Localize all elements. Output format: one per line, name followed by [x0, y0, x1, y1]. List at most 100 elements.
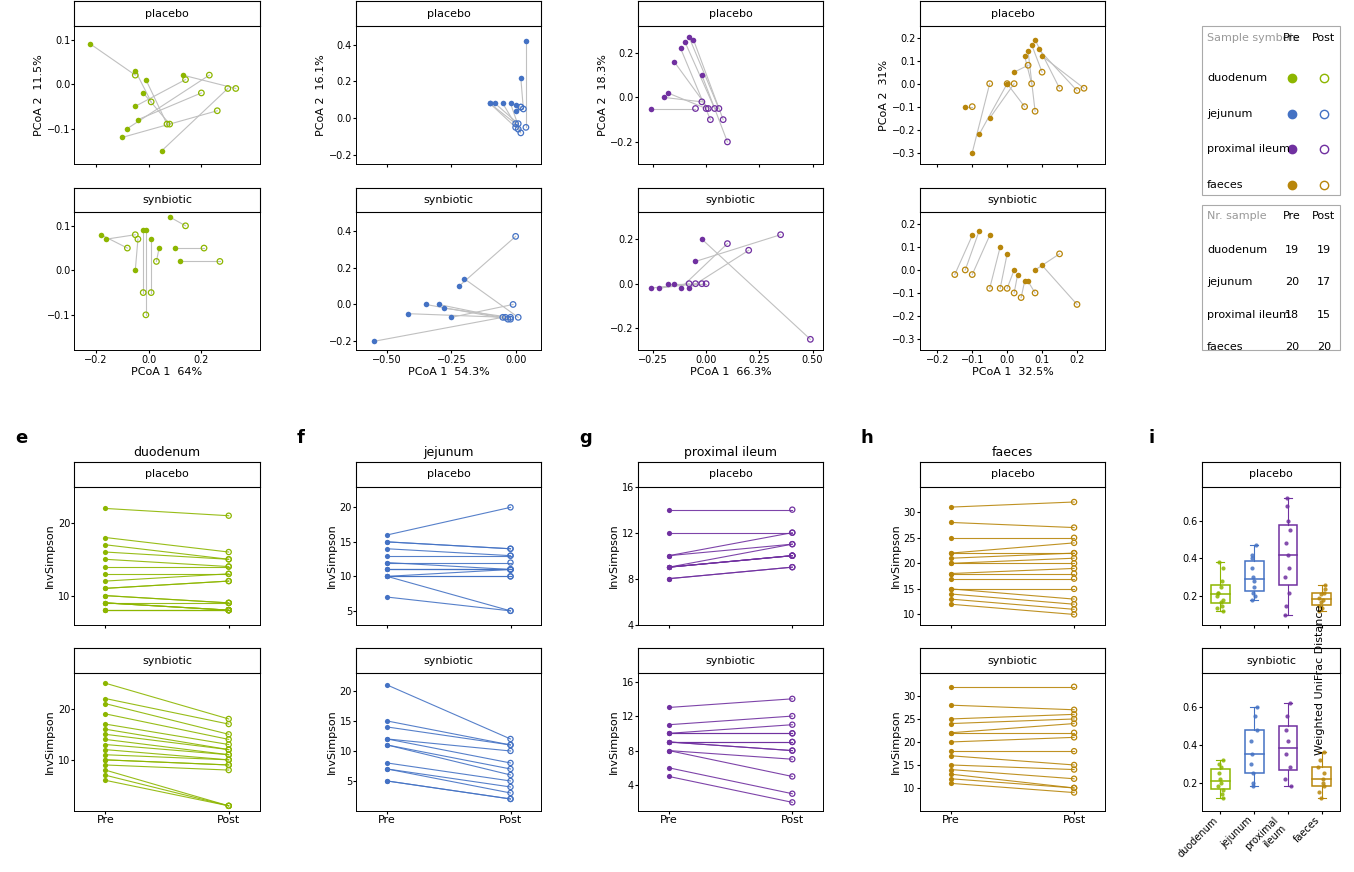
Point [376, 720, 398, 734]
Point [1063, 781, 1085, 795]
Point [218, 748, 240, 762]
Point [1240, 593, 1262, 607]
Point [704, 101, 726, 115]
Text: faeces: faeces [1208, 342, 1244, 352]
Point [781, 735, 803, 749]
Point [133, 286, 154, 300]
Point [500, 542, 521, 555]
Point [376, 738, 398, 752]
Point [1274, 609, 1296, 623]
Point [1312, 775, 1334, 789]
Point [1213, 783, 1235, 797]
Text: 20: 20 [1285, 342, 1298, 352]
Point [1274, 772, 1296, 786]
Point [781, 726, 803, 740]
Point [712, 112, 734, 126]
Point [95, 707, 116, 721]
Point [944, 268, 965, 282]
Point [95, 530, 116, 544]
Text: Post: Post [1312, 32, 1335, 43]
Point [940, 772, 961, 786]
Point [1063, 680, 1085, 694]
Point [781, 560, 803, 574]
Point [1246, 723, 1267, 737]
Point [658, 769, 680, 783]
Point [1063, 592, 1085, 606]
Point [500, 604, 521, 618]
Point [1017, 275, 1039, 289]
Point [141, 286, 162, 300]
Point [218, 799, 240, 813]
Point [1208, 586, 1229, 600]
Point [1063, 551, 1085, 565]
Point [95, 603, 116, 617]
Point [513, 102, 535, 116]
Point [1277, 548, 1298, 562]
Point [500, 562, 521, 576]
Point [968, 224, 990, 238]
Point [961, 228, 983, 242]
Y-axis label: InvSimpson: InvSimpson [326, 523, 337, 588]
Point [376, 732, 398, 746]
Point [658, 572, 680, 586]
Point [133, 223, 154, 237]
Point [940, 749, 961, 763]
Point [1032, 49, 1053, 63]
Point [218, 603, 240, 617]
Point [940, 572, 961, 586]
Point [940, 767, 961, 781]
Point [658, 735, 680, 749]
Point [376, 678, 398, 692]
Point [940, 680, 961, 694]
Point [658, 726, 680, 740]
Point [1274, 747, 1296, 761]
Point [658, 726, 680, 740]
Point [678, 31, 700, 44]
Point [218, 758, 240, 772]
Point [1024, 33, 1045, 47]
Point [125, 263, 146, 277]
Point [781, 795, 803, 809]
Point [500, 792, 521, 806]
Point [116, 241, 138, 255]
Point [1063, 608, 1085, 622]
Point [500, 562, 521, 576]
Point [158, 117, 180, 131]
Bar [1244, 730, 1263, 773]
Point [781, 537, 803, 551]
Point [1210, 574, 1232, 588]
Point [940, 744, 961, 758]
Point [218, 560, 240, 574]
Point [1308, 785, 1330, 799]
Point [95, 603, 116, 617]
Point [95, 722, 116, 736]
Point [968, 127, 990, 141]
Point [500, 501, 521, 514]
Point [206, 104, 227, 118]
Point [1212, 791, 1233, 805]
Point [218, 758, 240, 772]
Point [127, 232, 149, 246]
Point [515, 120, 536, 134]
Point [376, 569, 398, 583]
Point [1063, 712, 1085, 726]
Point [663, 55, 685, 69]
Point [500, 792, 521, 806]
Point [716, 236, 738, 250]
Point [133, 86, 154, 100]
Point [1206, 589, 1228, 603]
Point [428, 297, 450, 311]
Point [95, 697, 116, 711]
Point [218, 603, 240, 617]
Point [500, 312, 521, 326]
Point [1024, 286, 1045, 300]
Point [1024, 105, 1045, 119]
Point [800, 332, 822, 346]
Point [640, 281, 662, 295]
Bar [1312, 593, 1331, 605]
Point [225, 81, 246, 95]
Point [1240, 757, 1262, 771]
Point [1277, 710, 1298, 724]
Point [494, 310, 516, 324]
Point [218, 552, 240, 566]
